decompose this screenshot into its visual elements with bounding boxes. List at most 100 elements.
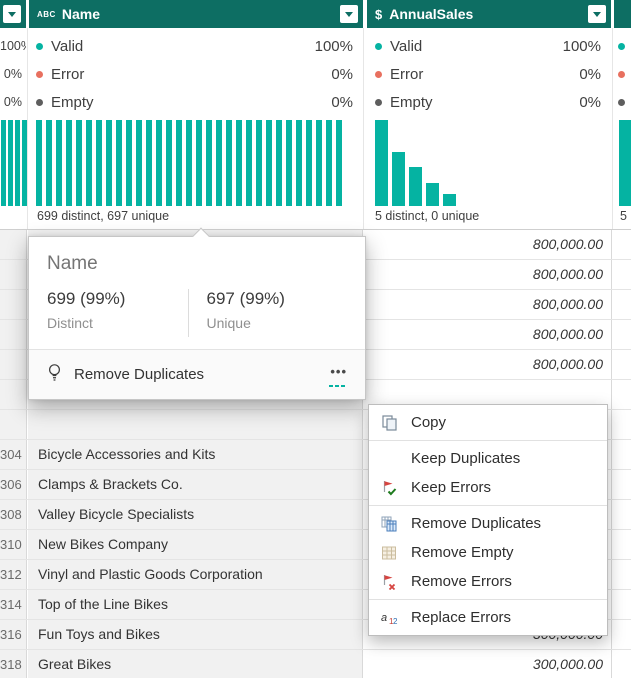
histogram-bar[interactable]: [375, 120, 388, 206]
row-number-cell[interactable]: 318: [0, 650, 27, 678]
row-number-cell[interactable]: 304: [0, 440, 27, 469]
histogram-bar[interactable]: [409, 167, 422, 206]
column-header-name[interactable]: ABC Name: [29, 0, 363, 28]
histogram-bar[interactable]: [66, 120, 72, 206]
histogram-bar[interactable]: [216, 120, 222, 206]
row-number-cell[interactable]: [0, 320, 27, 349]
sales-cell[interactable]: 800,000.00: [364, 230, 612, 259]
menu-item-remove-empty[interactable]: Remove Empty: [369, 538, 607, 567]
histogram-bar[interactable]: [186, 120, 192, 206]
quality-row-error: Error 0%: [367, 60, 611, 88]
menu-item-label: Copy: [411, 414, 447, 431]
menu-item-remove-duplicates[interactable]: Remove Duplicates: [369, 509, 607, 538]
name-cell[interactable]: New Bikes Company: [28, 530, 363, 559]
histogram-bar[interactable]: [296, 120, 302, 206]
histogram-bar[interactable]: [316, 120, 322, 206]
menu-item-keep-errors[interactable]: Keep Errors: [369, 473, 607, 502]
row-number-cell[interactable]: 308: [0, 500, 27, 529]
row-number-cell[interactable]: 312: [0, 560, 27, 589]
histogram-bar[interactable]: [336, 120, 342, 206]
histogram-bar[interactable]: [1, 120, 6, 206]
histogram-bar[interactable]: [266, 120, 272, 206]
distinct-unique-caption: 5 distinct, 0 unique: [375, 209, 480, 223]
filter-dropdown-button[interactable]: [588, 5, 606, 23]
row-number-cell[interactable]: [0, 290, 27, 319]
histogram-bar[interactable]: [276, 120, 282, 206]
histogram-bar[interactable]: [156, 120, 162, 206]
column-header-annualsales[interactable]: $ AnnualSales: [367, 0, 611, 28]
menu-item-keep-duplicates[interactable]: Keep Duplicates: [369, 444, 607, 473]
row-number-cell[interactable]: [0, 410, 27, 439]
column-divider: [363, 28, 364, 229]
column-header-left-partial[interactable]: [0, 0, 26, 28]
row-number-cell[interactable]: [0, 380, 27, 409]
row-number-cell[interactable]: 316: [0, 620, 27, 649]
distinct-unique-caption: 5: [620, 209, 627, 223]
histogram-bar[interactable]: [176, 120, 182, 206]
row-number-cell[interactable]: 314: [0, 590, 27, 619]
sales-cell[interactable]: 800,000.00: [364, 290, 612, 319]
histogram-bar[interactable]: [56, 120, 62, 206]
row-number-cell[interactable]: [0, 350, 27, 379]
histogram-bar[interactable]: [286, 120, 292, 206]
quality-row-empty: Empty 0%: [28, 88, 363, 116]
ellipsis-icon: •••: [330, 363, 347, 379]
name-cell[interactable]: Vinyl and Plastic Goods Corporation: [28, 560, 363, 589]
distinct-unique-caption: 699 distinct, 697 unique: [37, 209, 170, 223]
quality-dot-row: [616, 60, 631, 88]
histogram-bar[interactable]: [96, 120, 102, 206]
histogram-bar[interactable]: [226, 120, 232, 206]
row-number-cell[interactable]: 306: [0, 470, 27, 499]
name-cell[interactable]: Valley Bicycle Specialists: [28, 500, 363, 529]
name-cell[interactable]: Clamps & Brackets Co.: [28, 470, 363, 499]
more-options-button[interactable]: •••: [326, 362, 351, 388]
unique-stat: 697 (99%) Unique: [187, 289, 348, 337]
column-header-right-partial[interactable]: [614, 0, 631, 28]
histogram-bar[interactable]: [306, 120, 312, 206]
histogram-bar[interactable]: [46, 120, 52, 206]
name-cell[interactable]: [28, 410, 363, 439]
name-cell[interactable]: Top of the Line Bikes: [28, 590, 363, 619]
quality-label: Valid: [51, 37, 84, 55]
histogram-bar[interactable]: [392, 151, 405, 206]
filter-dropdown-button[interactable]: [340, 5, 358, 23]
histogram-bar[interactable]: [196, 120, 202, 206]
menu-item-replace-errors[interactable]: a 1 2 Replace Errors: [369, 603, 607, 632]
histogram-bar[interactable]: [619, 120, 631, 206]
histogram-bar[interactable]: [426, 182, 439, 206]
popup-suggested-action[interactable]: Remove Duplicates •••: [29, 349, 365, 399]
sales-cell[interactable]: 300,000.00: [364, 650, 612, 678]
sales-cell[interactable]: 800,000.00: [364, 320, 612, 349]
menu-item-copy[interactable]: Copy: [369, 408, 607, 437]
quality-label: Valid: [390, 37, 423, 55]
sales-cell[interactable]: 800,000.00: [364, 260, 612, 289]
distinct-stat: 699 (99%) Distinct: [47, 289, 188, 337]
filter-dropdown-button[interactable]: [3, 5, 21, 23]
histogram-bar[interactable]: [146, 120, 152, 206]
row-number-cell[interactable]: [0, 260, 27, 289]
row-number-cell[interactable]: [0, 230, 27, 259]
name-cell[interactable]: Great Bikes: [28, 650, 363, 678]
row-number-cell[interactable]: 310: [0, 530, 27, 559]
histogram-bar[interactable]: [76, 120, 82, 206]
histogram-bar[interactable]: [256, 120, 262, 206]
histogram-bar[interactable]: [106, 120, 112, 206]
histogram-bar[interactable]: [246, 120, 252, 206]
histogram-bar[interactable]: [36, 120, 42, 206]
histogram-bar[interactable]: [15, 120, 20, 206]
histogram-bar[interactable]: [86, 120, 92, 206]
histogram-bar[interactable]: [126, 120, 132, 206]
histogram-bar[interactable]: [443, 193, 456, 206]
histogram-bar[interactable]: [326, 120, 332, 206]
name-cell[interactable]: Fun Toys and Bikes: [28, 620, 363, 649]
histogram-bar[interactable]: [22, 120, 27, 206]
name-cell[interactable]: Bicycle Accessories and Kits: [28, 440, 363, 469]
sales-cell[interactable]: 800,000.00: [364, 350, 612, 379]
histogram-bar[interactable]: [8, 120, 13, 206]
menu-item-remove-errors[interactable]: Remove Errors: [369, 567, 607, 596]
histogram-bar[interactable]: [206, 120, 212, 206]
histogram-bar[interactable]: [136, 120, 142, 206]
histogram-bar[interactable]: [166, 120, 172, 206]
histogram-bar[interactable]: [236, 120, 242, 206]
histogram-bar[interactable]: [116, 120, 122, 206]
